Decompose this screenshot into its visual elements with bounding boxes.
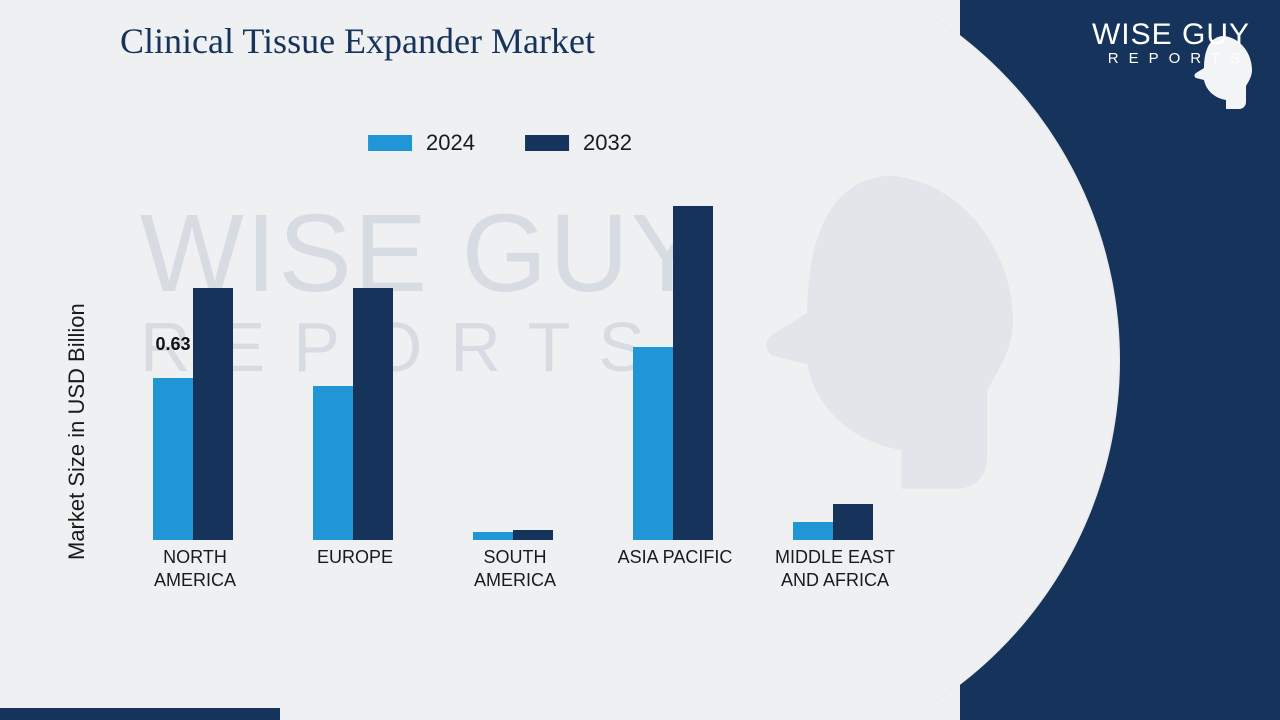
bar-2024 bbox=[153, 378, 193, 540]
footer-accent-bar bbox=[0, 708, 280, 720]
bar-2024 bbox=[473, 532, 513, 540]
category-label: NORTH AMERICA bbox=[125, 546, 265, 591]
legend-item-2032: 2032 bbox=[525, 130, 632, 156]
brand-logo: WISE GUY REPORTS bbox=[1092, 18, 1250, 67]
bar-2024 bbox=[633, 347, 673, 540]
legend-label-2032: 2032 bbox=[583, 130, 632, 156]
bar-2032 bbox=[833, 504, 873, 540]
legend-swatch-2032 bbox=[525, 135, 569, 151]
bar-2032 bbox=[353, 288, 393, 540]
plot-area: NORTH AMERICAEUROPESOUTH AMERICAASIA PAC… bbox=[125, 180, 940, 540]
legend-label-2024: 2024 bbox=[426, 130, 475, 156]
bar-2032 bbox=[673, 206, 713, 540]
category-label: MIDDLE EAST AND AFRICA bbox=[765, 546, 905, 591]
bar-value-label: 0.63 bbox=[155, 334, 190, 355]
legend: 2024 2032 bbox=[368, 130, 632, 156]
y-axis-label: Market Size in USD Billion bbox=[64, 303, 90, 560]
category-label: ASIA PACIFIC bbox=[605, 546, 745, 569]
category-label: EUROPE bbox=[285, 546, 425, 569]
legend-item-2024: 2024 bbox=[368, 130, 475, 156]
page-root: Clinical Tissue Expander Market WISE GUY… bbox=[0, 0, 1280, 720]
chart-title: Clinical Tissue Expander Market bbox=[120, 20, 595, 62]
brand-head-icon bbox=[1186, 32, 1256, 112]
bar-2024 bbox=[793, 522, 833, 540]
bar-2024 bbox=[313, 386, 353, 540]
bar-2032 bbox=[513, 530, 553, 540]
bar-2032 bbox=[193, 288, 233, 540]
chart: Market Size in USD Billion 2024 2032 NOR… bbox=[60, 130, 940, 650]
legend-swatch-2024 bbox=[368, 135, 412, 151]
category-label: SOUTH AMERICA bbox=[445, 546, 585, 591]
